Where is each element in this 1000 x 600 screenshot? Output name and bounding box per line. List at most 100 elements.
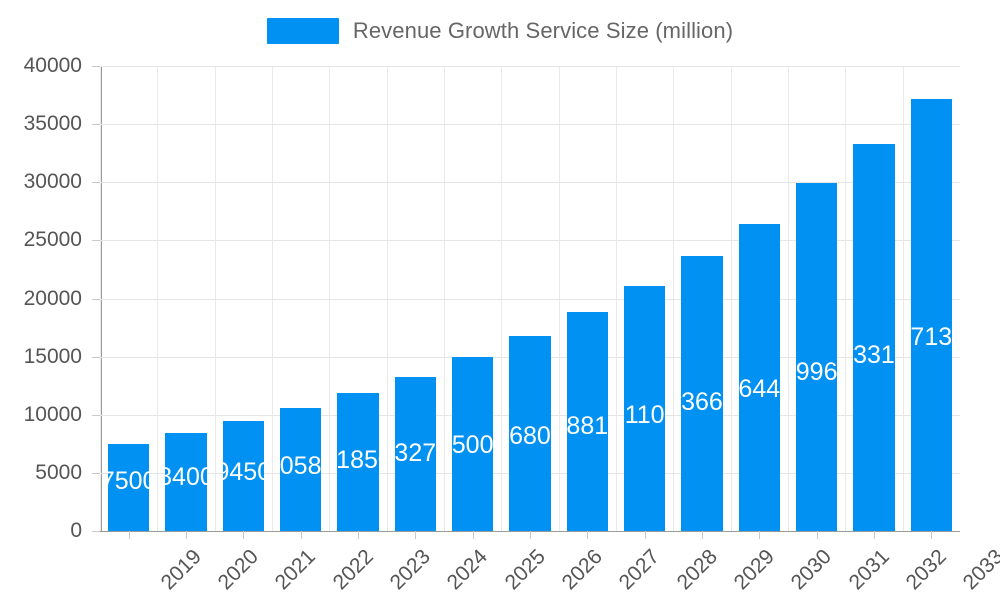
bar[interactable]: 29960 bbox=[796, 182, 838, 531]
x-axis-tick-mark bbox=[186, 531, 187, 539]
bar[interactable]: 16800 bbox=[509, 335, 551, 531]
gridline bbox=[100, 240, 960, 242]
y-axis-tick-mark bbox=[92, 124, 100, 126]
vertical-gridline bbox=[558, 66, 560, 531]
x-axis-tick-mark bbox=[472, 531, 474, 539]
y-axis-tick-label: 20000 bbox=[23, 286, 82, 310]
y-axis-tick-mark bbox=[92, 66, 100, 67]
x-axis-tick-label: 2033 bbox=[959, 545, 1000, 595]
bar-data-label: 21107 bbox=[624, 400, 665, 429]
vertical-gridline bbox=[272, 66, 273, 531]
legend-color-swatch bbox=[266, 18, 339, 44]
bar-data-label: 9450 bbox=[223, 457, 264, 486]
x-axis-tick-label: 2019 bbox=[156, 545, 206, 595]
y-axis-tick-label: 35000 bbox=[23, 112, 82, 136]
x-axis-tick-label: 2021 bbox=[271, 545, 321, 595]
x-axis-tick-label: 2032 bbox=[901, 545, 951, 595]
bar-data-label: 18810 bbox=[566, 412, 608, 441]
bar-slot: 13270 bbox=[387, 66, 444, 531]
bar[interactable]: 8400 bbox=[165, 433, 207, 531]
bar-data-label: 33315 bbox=[853, 341, 895, 370]
y-axis-tick-label: 5000 bbox=[35, 460, 82, 484]
bar-data-label: 29960 bbox=[796, 357, 838, 386]
x-axis-tick-mark bbox=[358, 531, 359, 539]
x-axis-tick-label: 2023 bbox=[385, 545, 435, 595]
x-axis-tick-mark bbox=[644, 531, 646, 539]
x-axis-tick-mark bbox=[587, 531, 589, 539]
bar-data-label: 13270 bbox=[394, 439, 436, 468]
x-axis-tick-label: 2022 bbox=[328, 545, 378, 595]
y-axis-tick-mark bbox=[92, 240, 100, 242]
vertical-gridline bbox=[100, 66, 101, 531]
y-axis-tick-mark bbox=[92, 182, 100, 184]
y-axis-tick-label: 10000 bbox=[23, 402, 82, 426]
gridline bbox=[100, 182, 960, 184]
bar-data-label: 23660 bbox=[681, 388, 723, 417]
gridline bbox=[100, 298, 960, 300]
y-axis-tick-mark bbox=[92, 356, 100, 358]
bar-data-label: 11850 bbox=[337, 446, 378, 475]
bar-data-label: 8400 bbox=[165, 463, 206, 491]
bar[interactable]: 10580 bbox=[280, 408, 322, 531]
y-axis-tick-label: 40000 bbox=[23, 54, 82, 77]
y-axis-tick-label: 30000 bbox=[23, 170, 82, 194]
y-axis-tick-mark bbox=[92, 298, 100, 300]
x-axis-tick-mark bbox=[415, 531, 417, 539]
bar[interactable]: 37137 bbox=[910, 99, 952, 531]
bar[interactable]: 15000 bbox=[452, 356, 494, 531]
x-axis-tick-label: 2028 bbox=[672, 545, 722, 595]
bar-slot: 9450 bbox=[215, 66, 272, 531]
vertical-gridline bbox=[157, 66, 159, 531]
bar[interactable]: 11850 bbox=[337, 393, 379, 531]
bar-data-label: 15000 bbox=[452, 430, 494, 459]
bar-data-label: 10580 bbox=[280, 452, 322, 481]
bar-slot: 8400 bbox=[157, 66, 214, 531]
x-axis-tick-label: 2026 bbox=[557, 545, 607, 595]
x-axis-tick-mark bbox=[530, 531, 531, 539]
bar-slot: 37137 bbox=[903, 66, 960, 531]
x-axis-tick-label: 2020 bbox=[213, 545, 263, 595]
vertical-gridline bbox=[845, 66, 847, 531]
y-axis-tick-label: 25000 bbox=[23, 228, 82, 252]
bar-data-label: 37137 bbox=[910, 322, 952, 351]
x-axis-tick-mark bbox=[300, 531, 302, 539]
x-axis-tick-label: 2024 bbox=[443, 545, 493, 595]
y-axis-labels: 0 5000 10000 15000 20000 25000 30000 35000 40000 bbox=[0, 54, 100, 542]
gridline bbox=[100, 66, 960, 67]
y-axis-tick-mark bbox=[92, 414, 100, 416]
vertical-gridline bbox=[902, 66, 904, 531]
x-axis-tick-label: 2030 bbox=[787, 545, 837, 595]
x-axis-tick-label: 2031 bbox=[844, 545, 894, 595]
y-axis-tick-mark bbox=[92, 531, 100, 532]
bar-slot: 23660 bbox=[673, 66, 730, 531]
bar[interactable]: 26443 bbox=[738, 223, 780, 531]
x-axis-tick-mark bbox=[874, 531, 875, 539]
vertical-gridline bbox=[788, 66, 789, 531]
bar-slot: 11850 bbox=[329, 66, 386, 531]
vertical-gridline bbox=[501, 66, 503, 531]
y-axis-tick-label: 15000 bbox=[23, 344, 82, 368]
bar-slot: 21107 bbox=[616, 66, 673, 531]
vertical-gridline bbox=[730, 66, 732, 531]
bar-slot: 18810 bbox=[559, 66, 616, 531]
bar[interactable]: 18810 bbox=[566, 312, 608, 531]
bar[interactable]: 23660 bbox=[681, 255, 723, 531]
bar-slot: 16800 bbox=[501, 66, 558, 531]
bar[interactable]: 13270 bbox=[394, 376, 436, 531]
x-axis-tick-label: 2025 bbox=[500, 545, 550, 595]
bar-slot: 15000 bbox=[444, 66, 501, 531]
x-axis-tick-label: 2027 bbox=[615, 545, 665, 595]
bar[interactable]: 33315 bbox=[853, 143, 895, 531]
vertical-gridline bbox=[616, 66, 617, 531]
bar-slot: 26443 bbox=[731, 66, 788, 531]
vertical-gridline bbox=[673, 66, 675, 531]
bar[interactable]: 9450 bbox=[222, 421, 264, 531]
chart-legend[interactable]: Revenue Growth Service Size (million) bbox=[0, 12, 1000, 50]
bar[interactable]: 21107 bbox=[624, 285, 666, 531]
x-axis-tick-label: 2029 bbox=[729, 545, 779, 595]
